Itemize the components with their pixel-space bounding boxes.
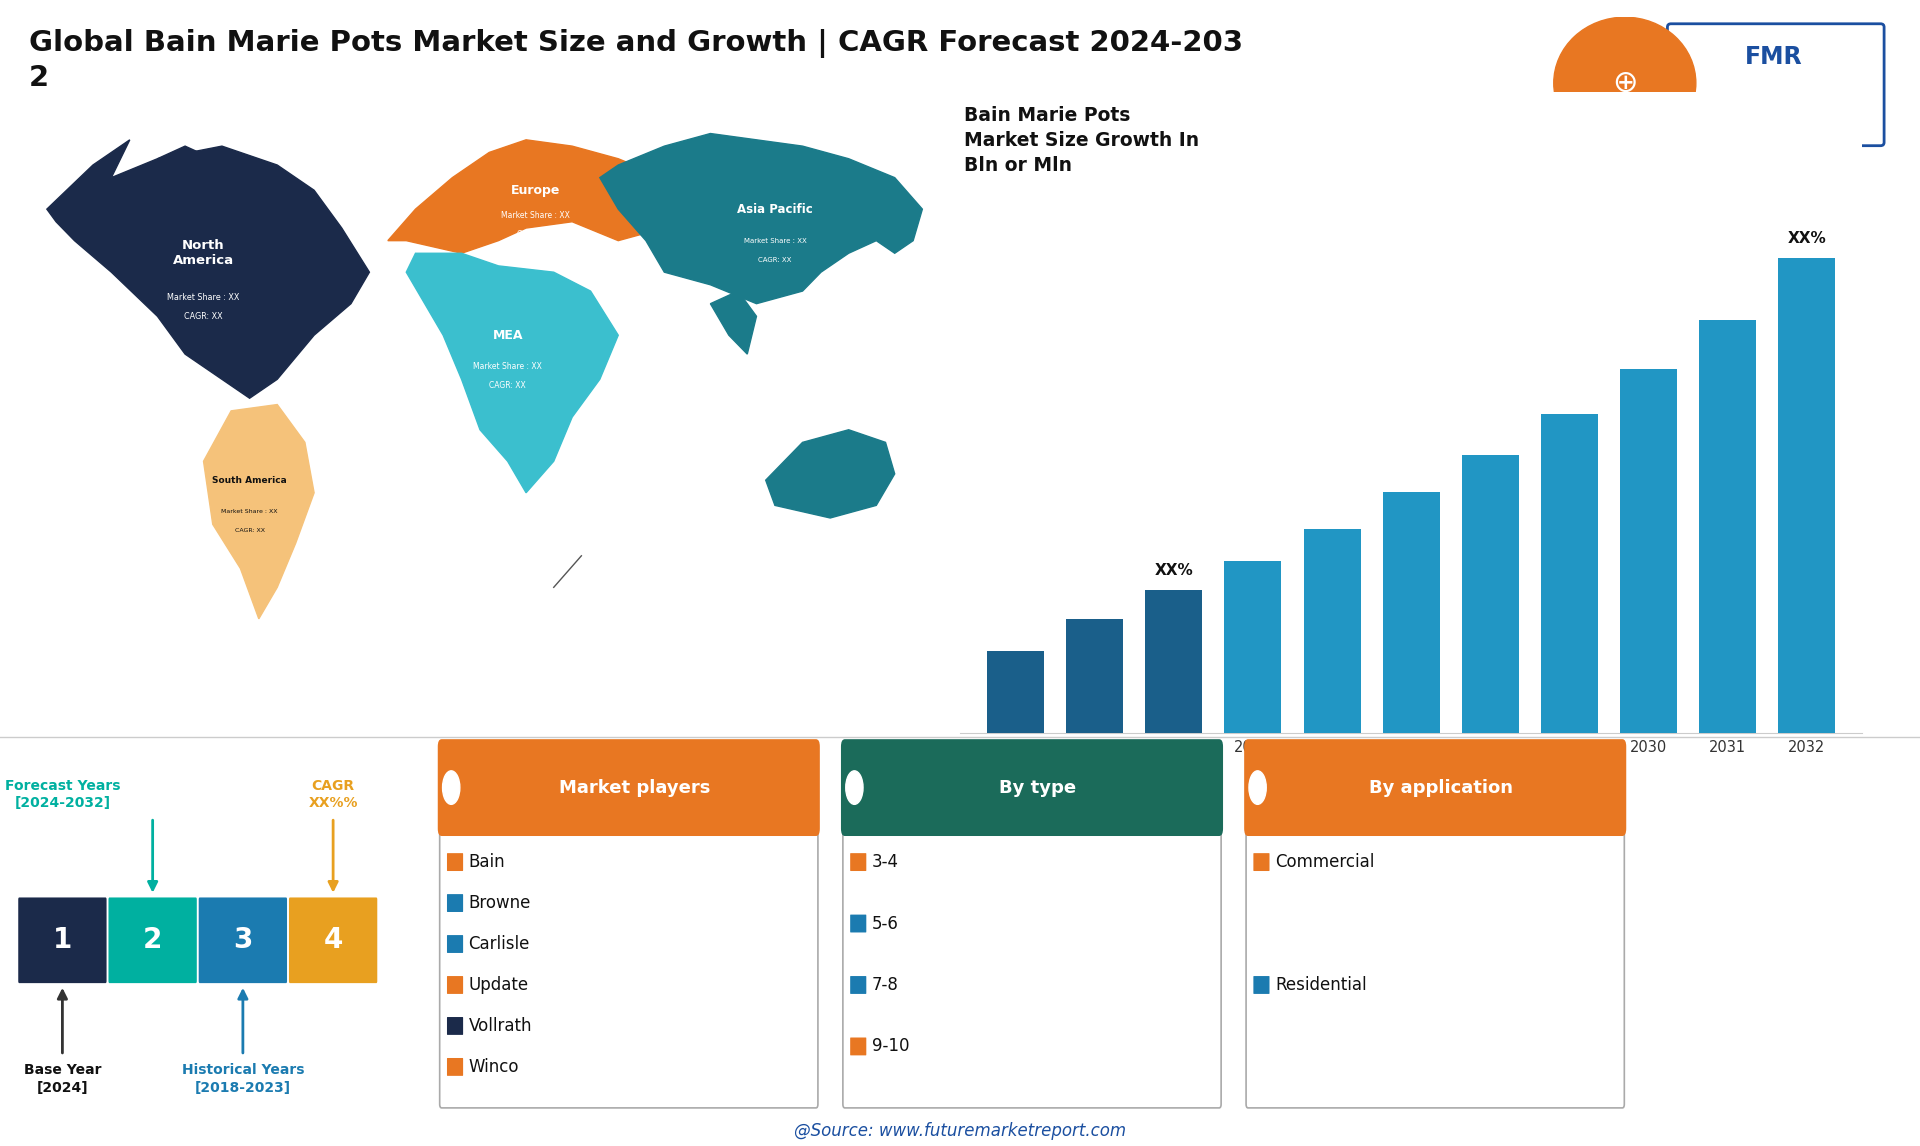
FancyBboxPatch shape	[1254, 853, 1269, 871]
Polygon shape	[157, 146, 213, 178]
FancyBboxPatch shape	[108, 897, 196, 983]
Text: Europe: Europe	[511, 183, 561, 197]
Text: 1: 1	[52, 926, 73, 955]
Text: XX%: XX%	[1154, 563, 1192, 578]
Text: Residential: Residential	[1275, 976, 1367, 994]
Text: 3-4: 3-4	[872, 853, 899, 871]
Text: Winco: Winco	[468, 1058, 518, 1076]
Text: 2: 2	[142, 926, 163, 955]
Polygon shape	[407, 253, 618, 493]
Text: 3: 3	[232, 926, 253, 955]
Bar	[1144, 590, 1202, 733]
Bar	[1699, 320, 1757, 733]
Text: FUTURE MARKET REPORT: FUTURE MARKET REPORT	[1730, 107, 1818, 112]
Text: Asia Pacific: Asia Pacific	[737, 203, 812, 215]
Text: CAGR
XX%%: CAGR XX%%	[309, 778, 357, 810]
Polygon shape	[766, 430, 895, 518]
Circle shape	[845, 771, 862, 804]
Text: North
America: North America	[173, 240, 234, 267]
Text: Bain: Bain	[468, 853, 505, 871]
Text: 5-6: 5-6	[872, 915, 899, 933]
FancyBboxPatch shape	[851, 1037, 866, 1055]
FancyBboxPatch shape	[841, 739, 1223, 837]
FancyBboxPatch shape	[200, 897, 286, 983]
Circle shape	[1553, 17, 1695, 149]
Polygon shape	[204, 405, 315, 619]
FancyBboxPatch shape	[851, 853, 866, 871]
FancyBboxPatch shape	[447, 935, 463, 953]
Text: 7-8: 7-8	[872, 976, 899, 994]
Bar	[1382, 492, 1440, 733]
Text: Market Share : XX: Market Share : XX	[167, 293, 240, 301]
Text: XX%: XX%	[1788, 231, 1826, 246]
Text: CAGR: XX: CAGR: XX	[184, 312, 223, 321]
Text: FMR: FMR	[1745, 45, 1803, 69]
Text: Carlisle: Carlisle	[468, 935, 530, 953]
Bar	[987, 651, 1044, 733]
Text: MEA: MEA	[492, 329, 522, 342]
Text: Forecast Years
[2024-2032]: Forecast Years [2024-2032]	[4, 778, 121, 810]
Text: Market Share : XX: Market Share : XX	[743, 237, 806, 244]
Bar	[1778, 258, 1836, 733]
Text: By application: By application	[1369, 778, 1513, 796]
Circle shape	[1248, 771, 1267, 804]
FancyBboxPatch shape	[447, 976, 463, 994]
Text: CAGR: XX: CAGR: XX	[490, 382, 526, 390]
FancyBboxPatch shape	[851, 915, 866, 933]
Text: Market Share : XX: Market Share : XX	[472, 362, 541, 371]
Polygon shape	[599, 133, 922, 304]
FancyBboxPatch shape	[438, 739, 820, 837]
Circle shape	[442, 771, 461, 804]
Polygon shape	[46, 140, 369, 398]
Bar	[1461, 455, 1519, 733]
Text: By type: By type	[998, 778, 1077, 796]
Text: Base Year
[2024]: Base Year [2024]	[23, 1063, 102, 1094]
Text: Vollrath: Vollrath	[468, 1017, 532, 1035]
Bar	[1225, 562, 1281, 733]
Bar	[1620, 369, 1678, 733]
Bar	[1066, 619, 1123, 733]
Text: 9-10: 9-10	[872, 1037, 910, 1055]
Text: Historical Years
[2018-2023]: Historical Years [2018-2023]	[182, 1063, 303, 1094]
FancyBboxPatch shape	[1244, 739, 1626, 837]
Text: CAGR: XX: CAGR: XX	[758, 257, 791, 262]
Text: CAGR: XX: CAGR: XX	[234, 528, 265, 533]
Text: Browne: Browne	[468, 894, 530, 912]
Polygon shape	[388, 140, 684, 253]
Text: Market Share : XX: Market Share : XX	[221, 509, 278, 515]
Text: Global Bain Marie Pots Market Size and Growth | CAGR Forecast 2024-203
2: Global Bain Marie Pots Market Size and G…	[29, 29, 1242, 92]
FancyBboxPatch shape	[447, 1058, 463, 1076]
Text: @Source: www.futuremarketreport.com: @Source: www.futuremarketreport.com	[795, 1122, 1125, 1140]
Polygon shape	[710, 291, 756, 354]
Text: Bain Marie Pots
Market Size Growth In
Bln or Mln: Bain Marie Pots Market Size Growth In Bl…	[964, 105, 1200, 175]
Text: CAGR: XX: CAGR: XX	[516, 230, 553, 238]
FancyBboxPatch shape	[447, 894, 463, 912]
Bar	[1304, 528, 1361, 733]
Text: 4: 4	[323, 926, 344, 955]
FancyBboxPatch shape	[1254, 976, 1269, 994]
Text: Update: Update	[468, 976, 528, 994]
FancyBboxPatch shape	[447, 853, 463, 871]
FancyBboxPatch shape	[288, 897, 376, 983]
Text: Market Share : XX: Market Share : XX	[501, 211, 570, 220]
Bar	[1542, 414, 1597, 733]
Text: ⊕: ⊕	[1613, 69, 1638, 97]
Text: Commercial: Commercial	[1275, 853, 1375, 871]
FancyBboxPatch shape	[851, 976, 866, 994]
Text: Market players: Market players	[559, 778, 710, 796]
FancyBboxPatch shape	[19, 897, 106, 983]
Text: South America: South America	[213, 476, 286, 485]
FancyBboxPatch shape	[447, 1017, 463, 1035]
